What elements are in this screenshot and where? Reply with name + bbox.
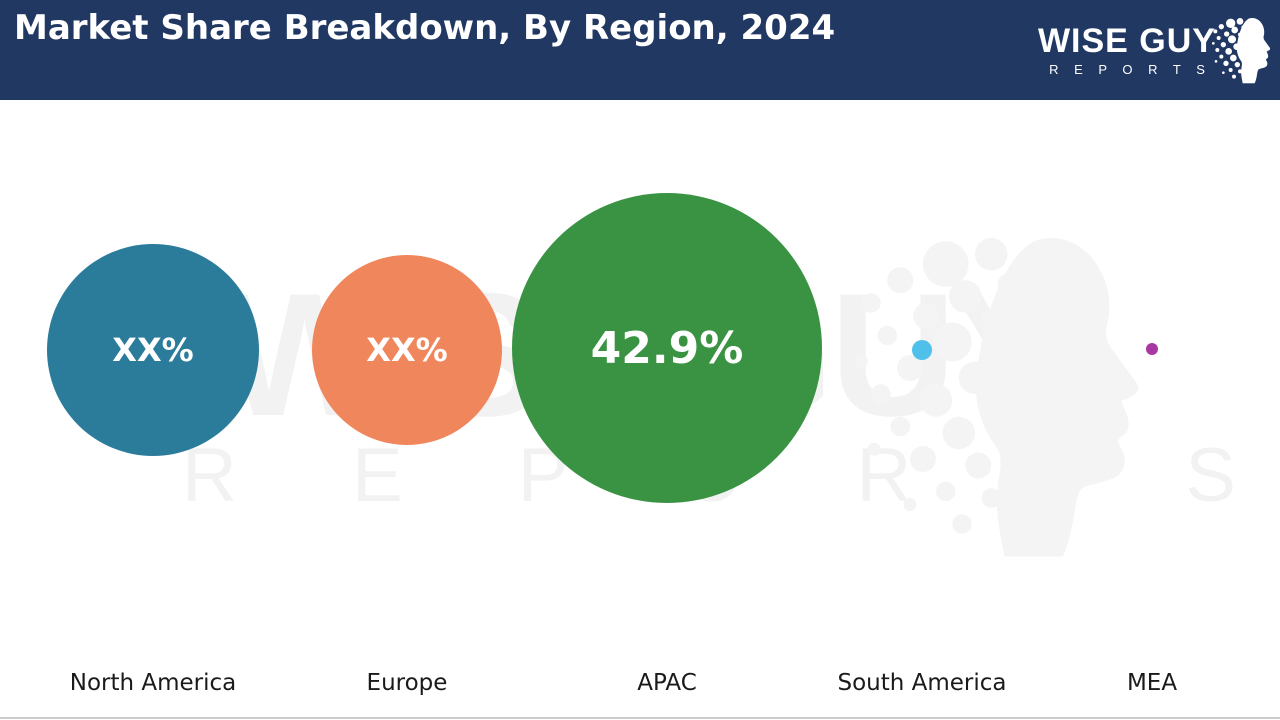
bubble-apac: 42.9% xyxy=(512,193,822,503)
bottom-rule xyxy=(0,717,1280,719)
logo-wordmark: WISE GUY xyxy=(1037,21,1216,60)
bubble-value-label: XX% xyxy=(366,331,448,369)
brand-logo: WISE GUY R E P O R T S xyxy=(1038,0,1274,100)
header-bar: Market Share Breakdown, By Region, 2024 … xyxy=(0,0,1280,100)
category-label-europe: Europe xyxy=(366,670,448,696)
category-label-mea: MEA xyxy=(1126,670,1178,696)
category-label-apac: APAC xyxy=(637,670,697,696)
category-label-south-america: South America xyxy=(837,670,1007,696)
bubble-value-label: XX% xyxy=(112,331,194,369)
logo-subtext: R E P O R T S xyxy=(1049,61,1211,77)
bubble-north-america: XX% xyxy=(47,244,259,456)
bubble-value-label: 42.9% xyxy=(590,322,744,374)
bubble-europe: XX% xyxy=(312,255,502,445)
brand-logo-text: WISE GUY R E P O R T S xyxy=(1038,24,1216,77)
bubble-south-america xyxy=(912,340,932,360)
page-title: Market Share Breakdown, By Region, 2024 xyxy=(14,8,836,48)
category-label-north-america: North America xyxy=(69,670,237,696)
bubble-mea xyxy=(1146,343,1158,355)
